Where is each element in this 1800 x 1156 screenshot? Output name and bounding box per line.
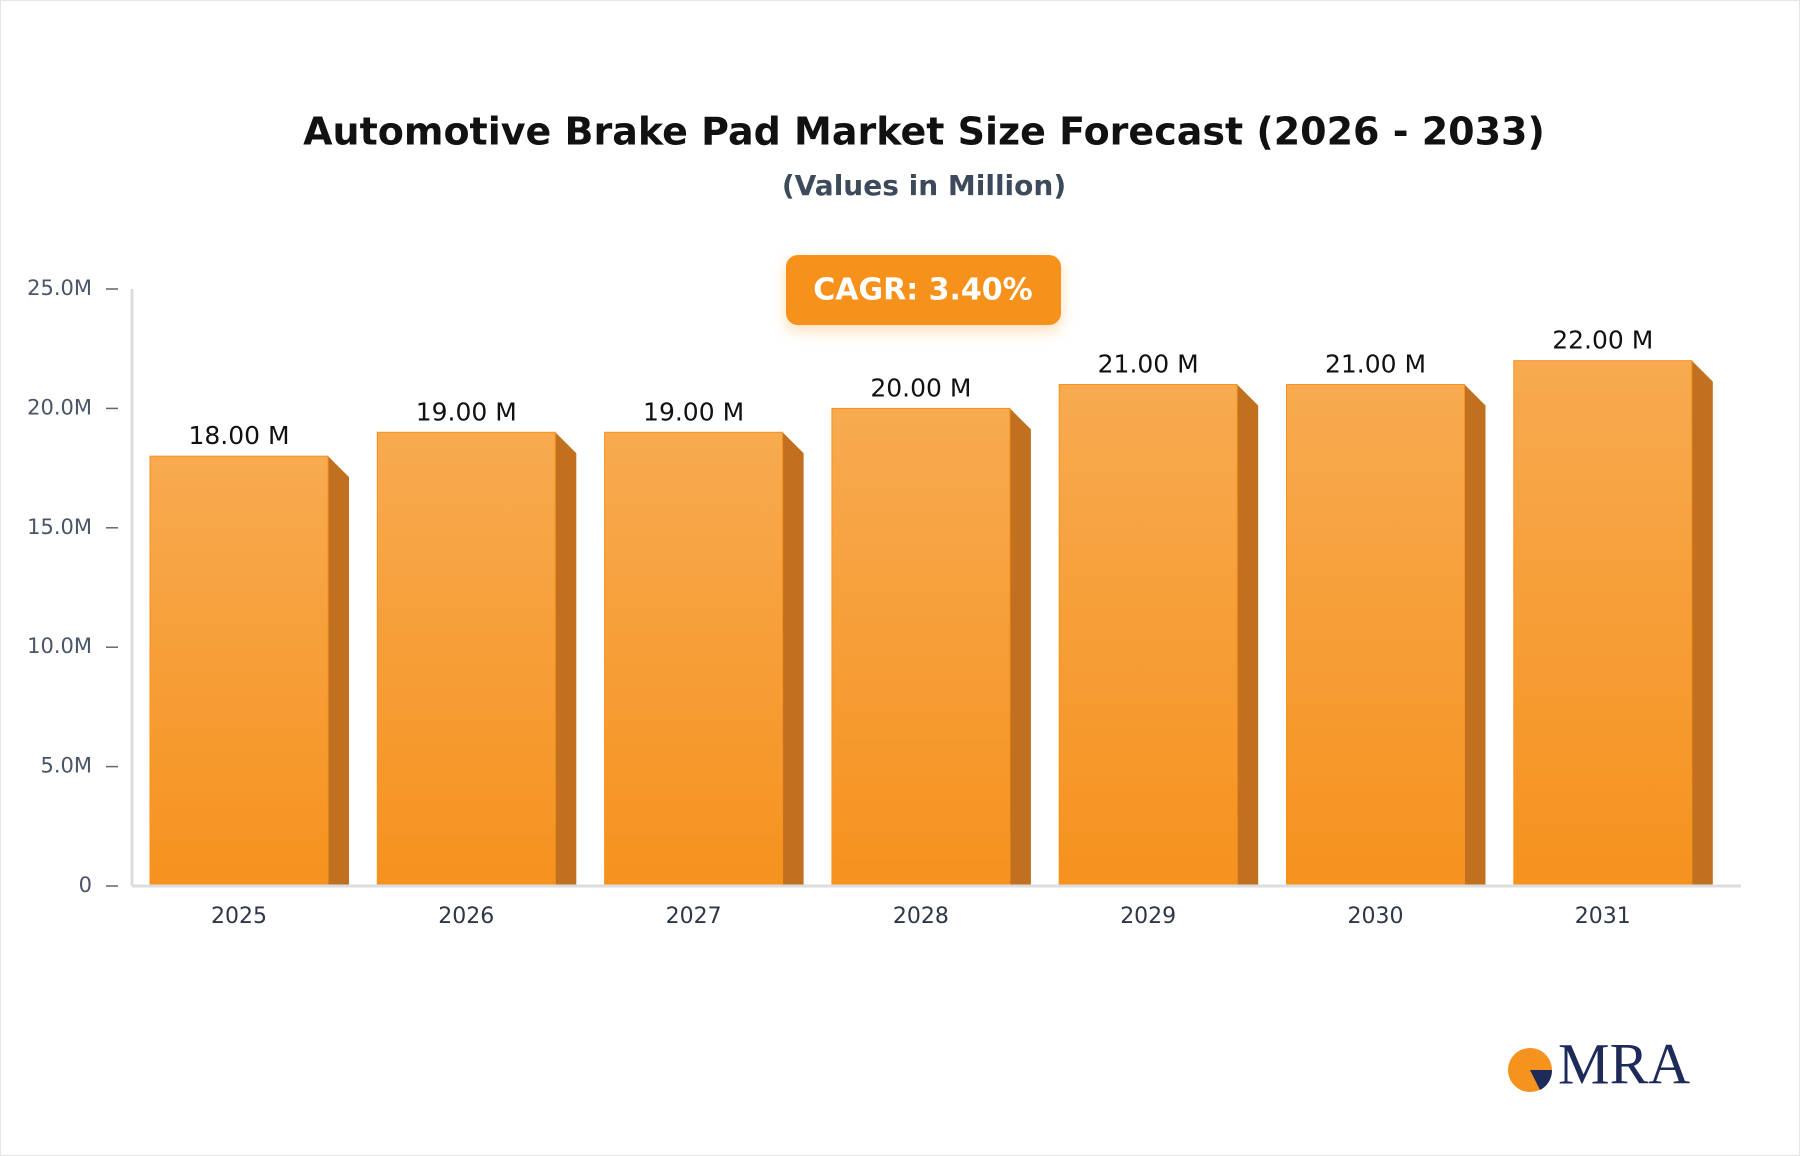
value-label: 19.00 M — [643, 397, 744, 426]
y-tick-label: 20.0M — [27, 395, 92, 419]
bar-side — [328, 456, 349, 886]
cagr-text: CAGR: 3.40% — [813, 273, 1032, 308]
y-tick-label: 0 — [79, 873, 92, 897]
bar — [376, 431, 556, 887]
bar — [604, 431, 784, 887]
y-tick-label: 15.0M — [27, 515, 92, 539]
logo-text: MRA — [1558, 1031, 1690, 1096]
x-tick-label: 2026 — [438, 904, 494, 929]
bar — [1286, 384, 1465, 887]
value-label: 21.00 M — [1325, 350, 1426, 379]
x-tick-label: 2031 — [1575, 904, 1631, 929]
bar — [1058, 384, 1238, 887]
x-tick-label: 2027 — [666, 904, 722, 929]
value-label: 19.00 M — [416, 397, 517, 426]
value-label: 18.00 M — [188, 421, 289, 450]
bar-side — [1464, 384, 1486, 886]
y-tick-label: 25.0M — [27, 276, 92, 300]
value-label: 21.00 M — [1098, 350, 1199, 379]
chart-title: Automotive Brake Pad Market Size Forecas… — [303, 110, 1545, 154]
bar — [1513, 360, 1693, 887]
bar — [149, 455, 329, 887]
logo: MRA — [1508, 1031, 1690, 1096]
value-label: 22.00 M — [1552, 326, 1653, 355]
logo-icon-slice — [1530, 1070, 1553, 1090]
x-tick-label: 2025 — [211, 904, 267, 929]
y-tick-label: 5.0M — [40, 754, 92, 778]
x-tick-label: 2029 — [1120, 904, 1176, 929]
cagr-badge — [786, 255, 1061, 325]
value-label: 20.00 M — [870, 373, 971, 402]
y-tick-label: 10.0M — [27, 634, 92, 658]
bar-side — [1691, 360, 1713, 886]
bar-side — [555, 432, 577, 886]
x-tick-label: 2030 — [1348, 904, 1404, 929]
bar — [831, 407, 1011, 887]
bar-side — [782, 432, 804, 886]
bar-side — [1009, 408, 1031, 886]
bar-side — [1237, 384, 1259, 886]
chart-subtitle: (Values in Million) — [782, 169, 1066, 202]
x-tick-label: 2028 — [893, 904, 949, 929]
